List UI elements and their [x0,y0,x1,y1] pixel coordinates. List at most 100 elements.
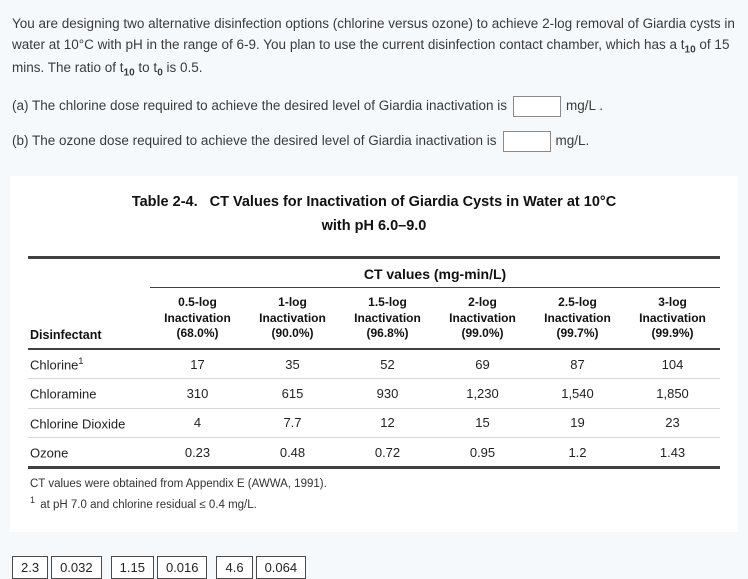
ct-cell: 17 [150,348,245,380]
column-header-2log: 2-log Inactivation (99.0%) [435,287,530,350]
column-header-1log: 1-log Inactivation (90.0%) [245,287,340,350]
ct-cell: 87 [530,348,625,380]
answer-chip[interactable]: 0.064 [255,555,307,579]
ct-cell: 0.72 [374,444,401,460]
ct-cell: 35 [245,348,340,380]
ct-cell: 69 [435,348,530,380]
column-header-line: Inactivation [544,310,611,325]
ct-cell: 310 [150,378,245,409]
part-b-label: (b) The ozone dose required to achieve t… [12,133,497,149]
table-row-chlorine-dioxide: Chlorine Dioxide 4 7.7 12 15 19 23 [28,408,721,438]
column-header-line: (99.9%) [651,326,694,341]
table-row-ozone: Ozone 0.23 0.48 0.72 0.95 1.2 1.43 [28,437,720,467]
column-header-line: (99.0%) [461,326,504,341]
column-header-line: 1-log [278,295,307,310]
column-header-line: Inactivation [354,310,421,325]
table-row-chlorine: Chlorine1 17 35 52 69 87 104 [28,348,721,380]
ct-cell: 0.23 [184,444,211,460]
answer-pair: 1.15 0.016 [110,555,208,579]
answer-chip[interactable]: 1.15 [110,555,154,579]
answer-bank: 2.3 0.032 1.15 0.016 4.6 0.064 [12,555,736,579]
ct-group-header: CT values (mg-min/L) [150,257,721,289]
table-title: Table 2-4. CT Values for Inactivation of … [28,194,720,210]
column-header-line: 3-log [658,295,687,310]
part-a-row: (a) The chlorine dose required to achiev… [12,95,736,118]
answer-pair: 2.3 0.032 [12,555,102,579]
answer-chip[interactable]: 2.3 [12,555,49,579]
ct-cell: 15 [435,408,530,438]
part-a-unit: mg/L . [566,98,604,114]
column-header-row: Disinfectant 0.5-log Inactivation (68.0%) … [28,287,721,350]
table-number: Table 2-4. [131,194,198,211]
column-header-line: (90.0%) [271,326,314,341]
answer-chip[interactable]: 4.6 [216,555,253,579]
ozone-dose-input[interactable] [502,131,551,153]
disinfectant-header: Disinfectant [28,287,150,350]
part-a-label: (a) The chlorine dose required to achiev… [12,98,508,114]
intro-text-3: to t [134,60,158,76]
column-header-25log: 2.5-log Inactivation (99.7%) [530,287,625,350]
table-title-text: CT Values for Inactivation of Giardia Cy… [209,194,617,211]
ct-cell: 12 [340,408,435,438]
column-header-line: Inactivation [639,310,706,325]
column-header-05log: 0.5-log Inactivation (68.0%) [150,287,245,350]
disinfectant-cell: Chlorine1 [28,348,150,380]
intro-text-1: You are designing two alternative disinf… [12,16,735,52]
ct-cell: 23 [625,408,721,438]
intro-text-2: of 15 mins. The ratio of t [12,36,730,76]
ct-cell: 1.43 [659,444,686,460]
answer-chip[interactable]: 0.032 [51,555,102,579]
part-b-unit: mg/L. [555,133,590,149]
ct-cell: 7.7 [245,408,340,438]
ct-cell: 1,850 [625,378,721,409]
question-intro: You are designing two alternative disinf… [12,14,736,81]
footnote-chlorine-condition: 1 at pH 7.0 and chlorine residual ≤ 0.4 … [30,494,720,514]
table-title-line2: with pH 6.0–9.0 [321,218,427,235]
answer-pair: 4.6 0.064 [216,555,307,579]
column-header-line: Inactivation [259,310,326,325]
footnote-marker: 1 [78,355,84,366]
column-header-line: Inactivation [449,310,516,325]
ct-cell: 0.48 [279,444,306,460]
ct-cell: 104 [625,348,721,380]
disinfectant-cell: Ozone [28,437,150,467]
column-header-line: 1.5-log [368,295,407,310]
footnote-marker: 1 [30,494,36,505]
disinfectant-name: Chlorine Dioxide [30,415,126,431]
table-panel: Table 2-4. CT Values for Inactivation of … [10,176,738,532]
table-footnotes: CT values were obtained from Appendix E … [28,476,720,513]
column-header-15log: 1.5-log Inactivation (96.8%) [340,287,435,350]
ct-cell: 0.95 [469,444,496,460]
corner-cell [28,258,150,288]
footnote-text: at pH 7.0 and chlorine residual ≤ 0.4 mg… [37,498,257,511]
ct-cell: 4 [150,408,245,438]
disinfectant-cell: Chloramine [28,378,150,409]
column-header-line: 2.5-log [558,295,597,310]
t10-subscript: 10 [123,67,135,79]
ct-cell: 1,540 [530,378,625,409]
column-header-line: 0.5-log [178,295,217,310]
group-header-row: CT values (mg-min/L) [28,257,721,289]
t0-subscript: 0 [157,67,163,79]
ct-cell: 1,230 [435,378,530,409]
footnote-source: CT values were obtained from Appendix E … [30,478,327,491]
ct-cell: 930 [340,378,435,409]
disinfectant-cell: Chlorine Dioxide [28,408,150,438]
column-header-line: (68.0%) [176,326,219,341]
column-header-line: (96.8%) [366,326,409,341]
ct-cell: 52 [340,348,435,380]
table-row-chloramine: Chloramine 310 615 930 1,230 1,540 1,850 [28,378,721,409]
disinfectant-name: Chloramine [30,386,97,402]
disinfectant-name: Ozone [30,445,69,461]
column-header-line: (99.7%) [556,326,599,341]
answer-chip[interactable]: 0.016 [156,555,208,579]
chlorine-dose-input[interactable] [513,96,562,118]
ct-values-table: CT values (mg-min/L) Disinfectant 0.5-lo… [28,256,721,470]
column-header-3log: 3-log Inactivation (99.9%) [625,287,721,350]
ct-cell: 19 [530,408,625,438]
ct-cell: 1.2 [568,444,587,460]
column-header-line: 2-log [468,295,497,310]
intro-text-4: is 0.5. [162,60,203,76]
t10-subscript: 10 [684,44,696,56]
